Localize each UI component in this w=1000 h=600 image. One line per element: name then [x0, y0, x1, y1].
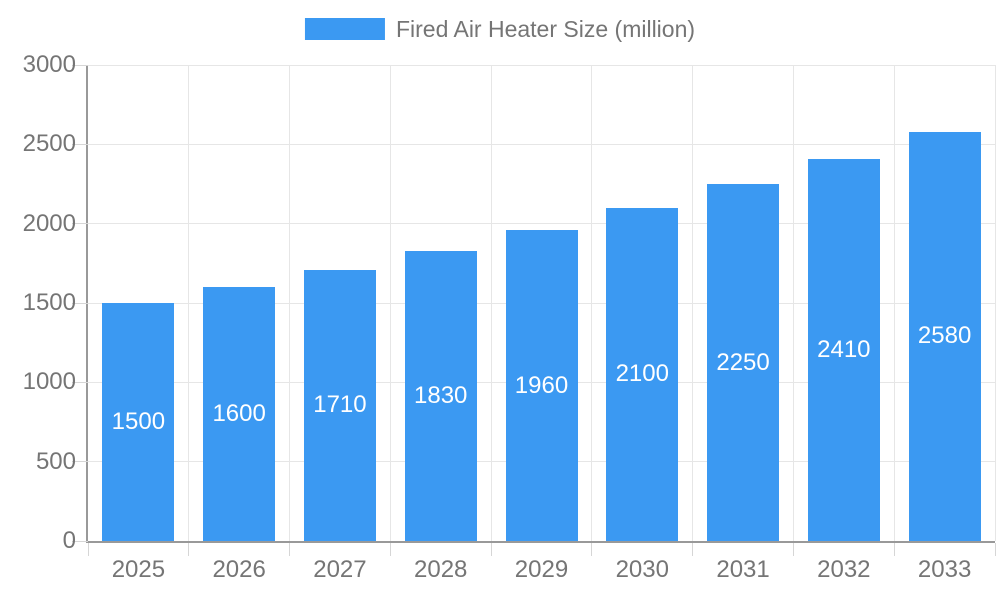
y-axis-tick: [72, 143, 88, 145]
x-axis-tick: [692, 543, 694, 556]
x-tick-label-2029: 2029: [514, 556, 569, 583]
y-axis-tick: [72, 302, 88, 304]
x-axis-tick: [87, 543, 89, 556]
y-axis-tick: [72, 381, 88, 383]
bar-value-label: 2100: [615, 360, 669, 388]
legend[interactable]: Fired Air Heater Size (million): [304, 15, 696, 43]
bar-2025: 1500: [102, 303, 175, 541]
bar-value-label: 2410: [817, 335, 871, 363]
bar-value-label: 1500: [111, 408, 166, 435]
y-axis-tick: [72, 461, 88, 463]
bar-2030: 2100: [606, 207, 679, 541]
x-gridline: [893, 65, 895, 541]
bar-value-label: 2250: [716, 348, 770, 376]
bar-2026: 1600: [203, 287, 276, 541]
bar-value-label: 2580: [917, 322, 972, 350]
bar-2033: 2580: [908, 131, 981, 541]
x-axis-tick: [490, 543, 492, 556]
x-axis-tick: [289, 543, 291, 556]
x-gridline: [792, 65, 794, 541]
x-tick-label-2026: 2026: [212, 556, 266, 583]
y-axis-tick: [72, 540, 88, 542]
bar-value-label: 1960: [514, 371, 569, 399]
y-tick-label: 1500: [22, 289, 76, 316]
x-tick-label-2031: 2031: [716, 556, 770, 583]
bar-value-label: 1710: [313, 391, 367, 419]
y-gridline: [88, 223, 995, 225]
y-axis-tick: [72, 223, 88, 225]
bar-2028: 1830: [404, 250, 477, 541]
bar-2029: 1960: [505, 230, 578, 541]
x-tick-label-2032: 2032: [817, 556, 871, 583]
x-axis-tick: [389, 543, 391, 556]
x-tick-label-2033: 2033: [917, 556, 972, 583]
y-gridline: [88, 64, 995, 66]
x-gridline: [289, 65, 291, 541]
x-axis-tick: [994, 543, 996, 556]
bar-value-label: 1830: [414, 381, 468, 409]
legend-label: Fired Air Heater Size (million): [395, 16, 696, 42]
x-gridline: [591, 65, 593, 541]
x-axis-tick: [792, 543, 794, 556]
x-axis-tick: [188, 543, 190, 556]
x-tick-label-2030: 2030: [615, 556, 669, 583]
x-gridline: [490, 65, 492, 541]
x-gridline: [994, 65, 996, 541]
y-tick-label: 1000: [22, 368, 76, 396]
x-axis-tick: [591, 543, 593, 556]
plot-area: 0 500 1000 1500 2000 2500 3000 1500 2025 1600 2026…: [23, 52, 996, 583]
bar-2032: 2410: [807, 158, 880, 541]
x-gridline: [389, 65, 391, 541]
y-tick-label: 2000: [22, 209, 76, 237]
y-tick-label: 0: [62, 527, 76, 554]
x-tick-label-2025: 2025: [111, 556, 166, 583]
bar-2031: 2250: [707, 184, 780, 541]
y-axis-tick: [72, 64, 88, 66]
x-tick-label-2027: 2027: [313, 556, 367, 583]
x-tick-label-2028: 2028: [414, 556, 468, 583]
bar-2027: 1710: [303, 269, 376, 541]
y-gridline: [88, 143, 995, 145]
bar-value-label: 1600: [212, 400, 266, 428]
x-axis-tick: [893, 543, 895, 556]
y-tick-label: 2500: [22, 130, 76, 158]
y-tick-label: 500: [35, 447, 76, 475]
x-gridline: [692, 65, 694, 541]
legend-swatch: [304, 18, 385, 40]
y-tick-label: 3000: [22, 51, 76, 78]
x-gridline: [188, 65, 190, 541]
